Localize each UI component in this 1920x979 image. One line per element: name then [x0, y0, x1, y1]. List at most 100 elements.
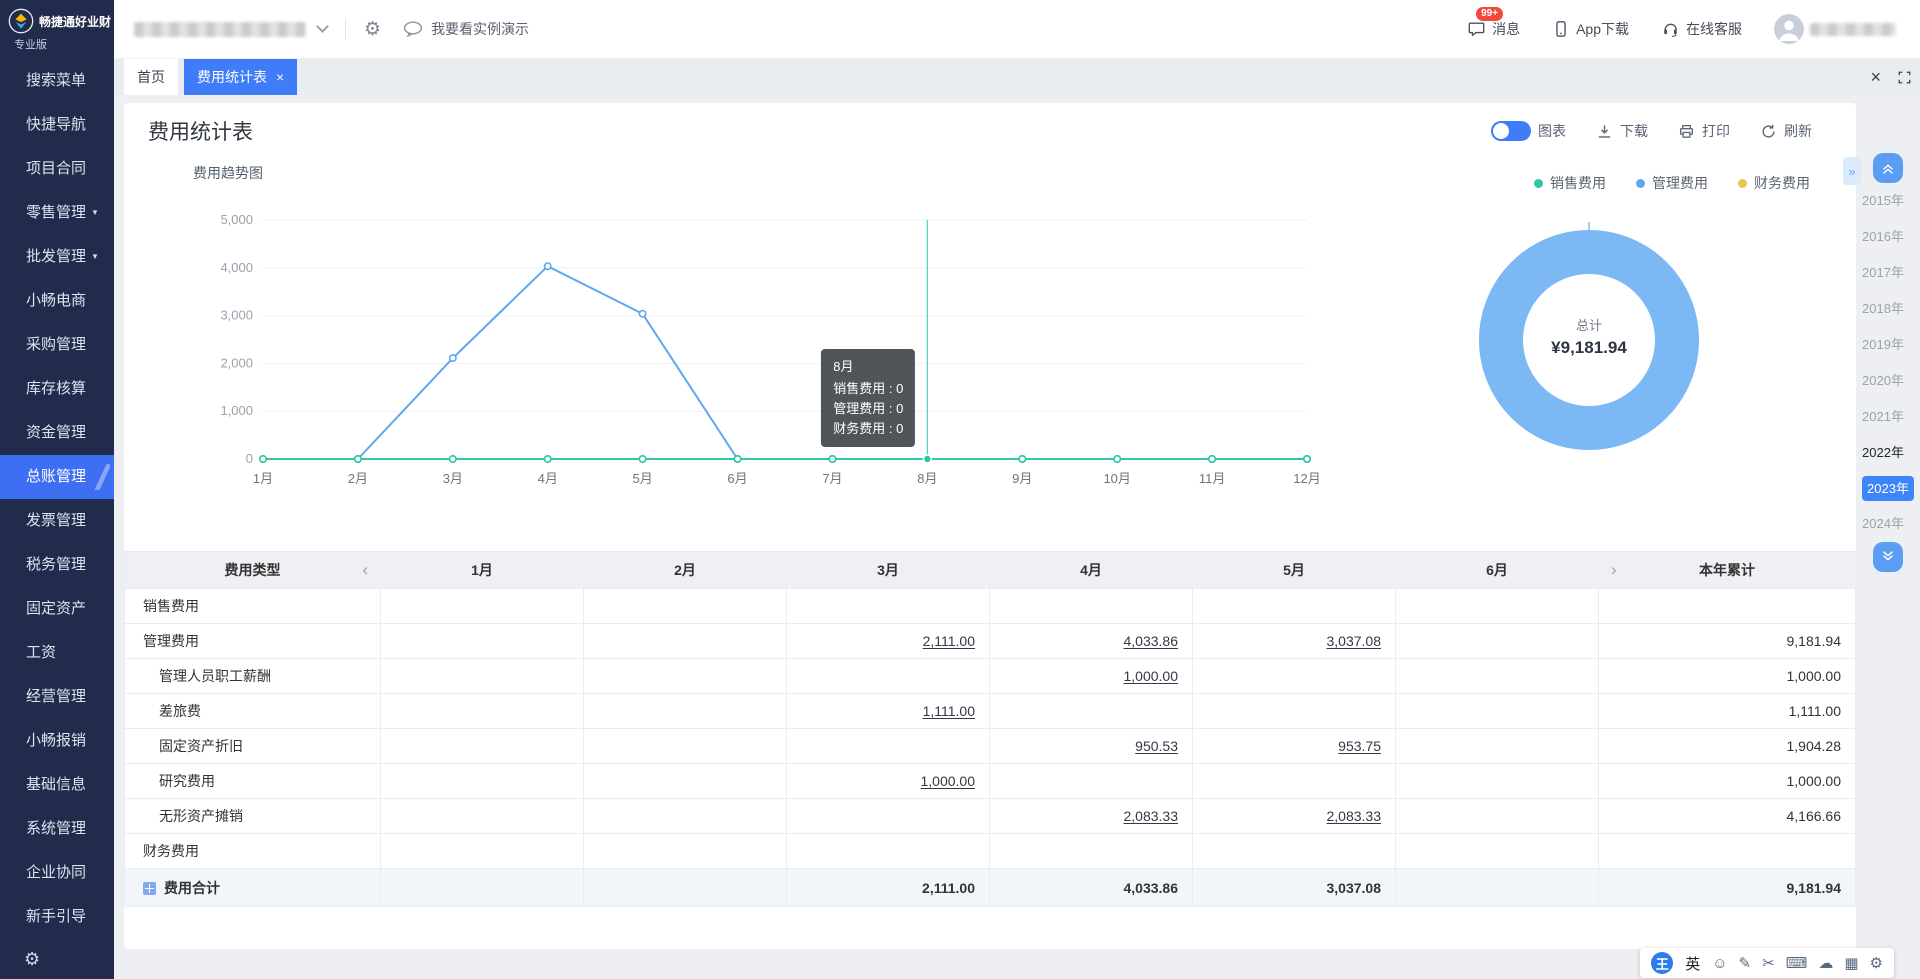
amount-link[interactable]: 2,083.33 [1326, 808, 1382, 824]
sidebar-item-collaboration[interactable]: 企业协同 [0, 851, 114, 895]
amount-cell [583, 763, 787, 799]
amount-link[interactable]: 1,000.00 [920, 773, 976, 789]
legend-item[interactable]: 销售费用 [1534, 173, 1606, 193]
legend-label: 销售费用 [1550, 175, 1606, 191]
sidebar-item-inventory-accounting[interactable]: 库存核算 [0, 367, 114, 411]
scroll-down-icon[interactable] [1873, 542, 1903, 572]
sidebar-item-search-menu[interactable]: 搜索菜单 [0, 59, 114, 103]
ime-brand-icon[interactable]: 王 [1651, 952, 1674, 974]
ime-toolbar[interactable]: 王 英 ☺ ✎ ✂ ⌨ ☁ ▦ ⚙ [1640, 948, 1894, 978]
scissors-icon[interactable]: ✂ [1762, 954, 1775, 972]
amount-cell [1192, 658, 1396, 694]
company-select[interactable] [134, 20, 329, 37]
tab-expense-report[interactable]: 费用统计表 × [184, 59, 298, 95]
table-row: 管理费用 2,111.00 4,033.86 3,037.08 9,181.94 [124, 623, 1856, 659]
sidebar-item-reimbursement[interactable]: 小畅报销 [0, 719, 114, 763]
amount-link[interactable]: 3,037.08 [1326, 633, 1382, 649]
scroll-up-icon[interactable] [1873, 153, 1903, 183]
toggle-switch[interactable] [1491, 121, 1531, 141]
keyboard-icon[interactable]: ⌨ [1785, 954, 1808, 972]
sidebar-item-label: 总账管理 [26, 468, 87, 485]
download-button[interactable]: 下载 [1596, 121, 1648, 141]
panel-collapse-icon[interactable]: » [1843, 157, 1861, 185]
sidebar-item-system[interactable]: 系统管理 [0, 807, 114, 851]
year-option[interactable]: 2021年 [1862, 409, 1904, 424]
sidebar-item-retail[interactable]: 零售管理 ▼ [0, 191, 114, 235]
app-download-label: App下载 [1576, 21, 1629, 37]
sidebar-item-wholesale[interactable]: 批发管理 ▼ [0, 235, 114, 279]
sidebar-item-operations[interactable]: 经营管理 [0, 675, 114, 719]
tab-home[interactable]: 首页 [124, 59, 178, 95]
ime-language-mode[interactable]: 英 [1685, 955, 1701, 973]
sidebar-item-salary[interactable]: 工资 [0, 631, 114, 675]
amount-link[interactable]: 953.75 [1338, 738, 1381, 754]
sidebar-item-onboarding[interactable]: 新手引导 [0, 895, 114, 939]
year-option[interactable]: 2020年 [1862, 373, 1904, 388]
amount-link[interactable]: 950.53 [1135, 738, 1178, 754]
sidebar-item-funds[interactable]: 资金管理 [0, 411, 114, 455]
year-option[interactable]: 2019年 [1862, 337, 1904, 352]
amount-cell [786, 588, 990, 624]
expense-type-cell: 管理费用 [124, 623, 381, 659]
sidebar-item-project-contract[interactable]: 项目合同 [0, 147, 114, 191]
year-option[interactable]: 2015年 [1862, 193, 1904, 208]
sidebar-item-invoice[interactable]: 发票管理 [0, 499, 114, 543]
sidebar-item-label: 工资 [26, 644, 57, 661]
close-icon[interactable]: × [276, 69, 285, 85]
next-months-icon[interactable]: › [1611, 560, 1617, 579]
prev-months-icon[interactable]: ‹ [362, 560, 368, 579]
sidebar-item-label: 资金管理 [26, 424, 87, 441]
sidebar-item-fixed-assets[interactable]: 固定资产 [0, 587, 114, 631]
year-option[interactable]: 2017年 [1862, 265, 1904, 280]
refresh-button[interactable]: 刷新 [1760, 121, 1812, 141]
print-button[interactable]: 打印 [1678, 121, 1730, 141]
messages-button[interactable]: 99+ 消息 [1467, 7, 1520, 39]
sidebar-item-label: 基础信息 [26, 776, 87, 793]
fullscreen-icon[interactable] [1897, 70, 1912, 85]
app-download-button[interactable]: App下载 [1552, 19, 1629, 39]
sidebar-item-label: 采购管理 [26, 336, 87, 353]
year-option[interactable]: 2016年 [1862, 229, 1904, 244]
chart-toggle[interactable]: 图表 [1491, 121, 1566, 141]
handwriting-icon[interactable]: ✎ [1738, 954, 1752, 972]
year-option[interactable]: 2022年 [1862, 445, 1904, 460]
user-account[interactable] [1774, 14, 1896, 44]
amount-cell [1192, 763, 1396, 799]
sidebar-item-purchase[interactable]: 采购管理 [0, 323, 114, 367]
amount-link[interactable]: 1,000.00 [1123, 668, 1179, 684]
amount-link[interactable]: 2,083.33 [1123, 808, 1179, 824]
sidebar-item-tax[interactable]: 税务管理 [0, 543, 114, 587]
year-option[interactable]: 2024年 [1862, 516, 1904, 531]
sidebar-item-quick-nav[interactable]: 快捷导航 [0, 103, 114, 147]
amount-link[interactable]: 1,111.00 [922, 703, 975, 719]
settings-icon[interactable]: ⚙ [1869, 954, 1883, 972]
trend-line-chart[interactable]: 0 1,000 2,000 3,000 4,000 5,000 1月 2月 3月 4月 5月 6月 7月… [124, 159, 1374, 499]
online-service-button[interactable]: 在线客服 [1661, 19, 1742, 39]
amount-link[interactable]: 4,033.86 [1123, 633, 1179, 649]
year-option[interactable]: 2023年 [1862, 476, 1914, 501]
amount-cell [1395, 728, 1599, 764]
legend-item[interactable]: 财务费用 [1738, 173, 1810, 193]
gear-icon[interactable]: ⚙ [364, 18, 382, 40]
sidebar-item-general-ledger[interactable]: 总账管理 [0, 455, 114, 499]
svg-text:11月: 11月 [1199, 471, 1226, 486]
column-header-month: 3月 [786, 551, 990, 589]
amount-cell [1192, 833, 1396, 869]
svg-text:0: 0 [246, 451, 253, 466]
sidebar-settings-icon[interactable]: ⚙ [24, 948, 41, 969]
cloud-icon[interactable]: ☁ [1818, 954, 1834, 972]
legend-item[interactable]: 管理费用 [1636, 173, 1708, 193]
amount-cell [989, 693, 1193, 729]
donut-chart[interactable] [1469, 220, 1709, 460]
emoji-icon[interactable]: ☺ [1712, 954, 1728, 972]
chart-legend: 销售费用 管理费用 财务费用 [1534, 173, 1810, 193]
toolbox-icon[interactable]: ▦ [1844, 954, 1859, 972]
year-option[interactable]: 2018年 [1862, 301, 1904, 316]
close-tabs-icon[interactable]: × [1870, 67, 1881, 87]
sidebar-item-xiaochang-ecommerce[interactable]: 小畅电商 [0, 279, 114, 323]
amount-link[interactable]: 2,111.00 [922, 633, 975, 649]
demo-link[interactable]: 我要看实例演示 [403, 19, 529, 39]
svg-text:10月: 10月 [1103, 471, 1130, 486]
sidebar-item-basic-info[interactable]: 基础信息 [0, 763, 114, 807]
svg-text:3,000: 3,000 [220, 308, 253, 323]
